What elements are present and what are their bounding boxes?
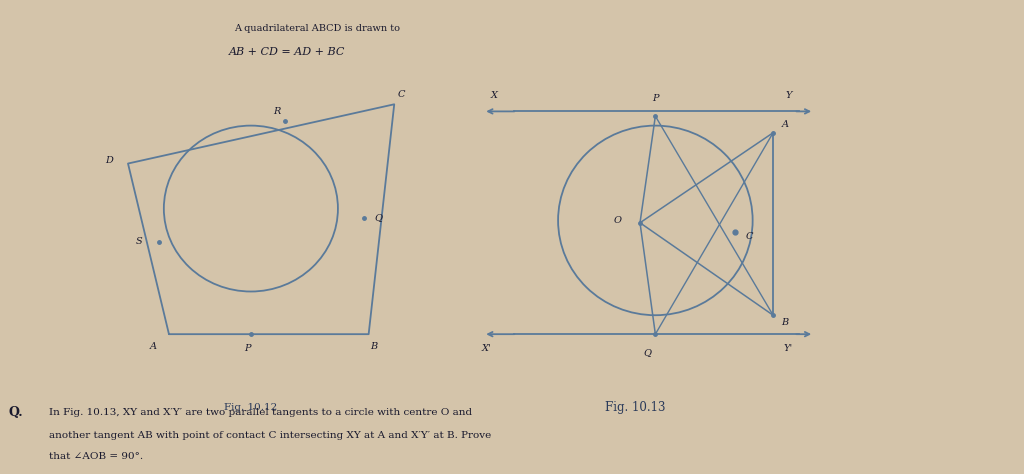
Text: Q: Q [643,348,651,357]
Text: Fig. 10.12: Fig. 10.12 [224,403,278,412]
Text: X': X' [482,344,492,353]
Text: A: A [781,120,788,129]
Text: S: S [136,237,142,246]
Text: A quadrilateral ABCD is drawn to: A quadrilateral ABCD is drawn to [234,24,400,33]
Text: C: C [397,91,406,99]
Text: Y: Y [785,91,792,100]
Text: In Fig. 10.13, XY and X′Y′ are two parallel tangents to a circle with centre O a: In Fig. 10.13, XY and X′Y′ are two paral… [49,408,472,417]
Text: P: P [652,94,658,103]
Text: A: A [151,342,157,350]
Text: Q: Q [375,214,383,222]
Text: O: O [613,216,622,225]
Text: that ∠AOB = 90°.: that ∠AOB = 90°. [49,453,143,461]
Text: Y': Y' [783,344,793,353]
Text: C: C [745,232,753,240]
Text: B: B [781,318,788,327]
Text: R: R [272,107,281,116]
Text: Q.: Q. [8,406,23,419]
Text: another tangent AB with point of contact C intersecting XY at A and X′Y′ at B. P: another tangent AB with point of contact… [49,431,492,440]
Text: D: D [105,156,114,164]
Text: AB + CD = AD + BC: AB + CD = AD + BC [228,47,345,57]
Text: P: P [245,344,251,353]
Text: X: X [490,91,498,100]
Text: B: B [371,343,377,351]
Text: Fig. 10.13: Fig. 10.13 [604,401,666,414]
